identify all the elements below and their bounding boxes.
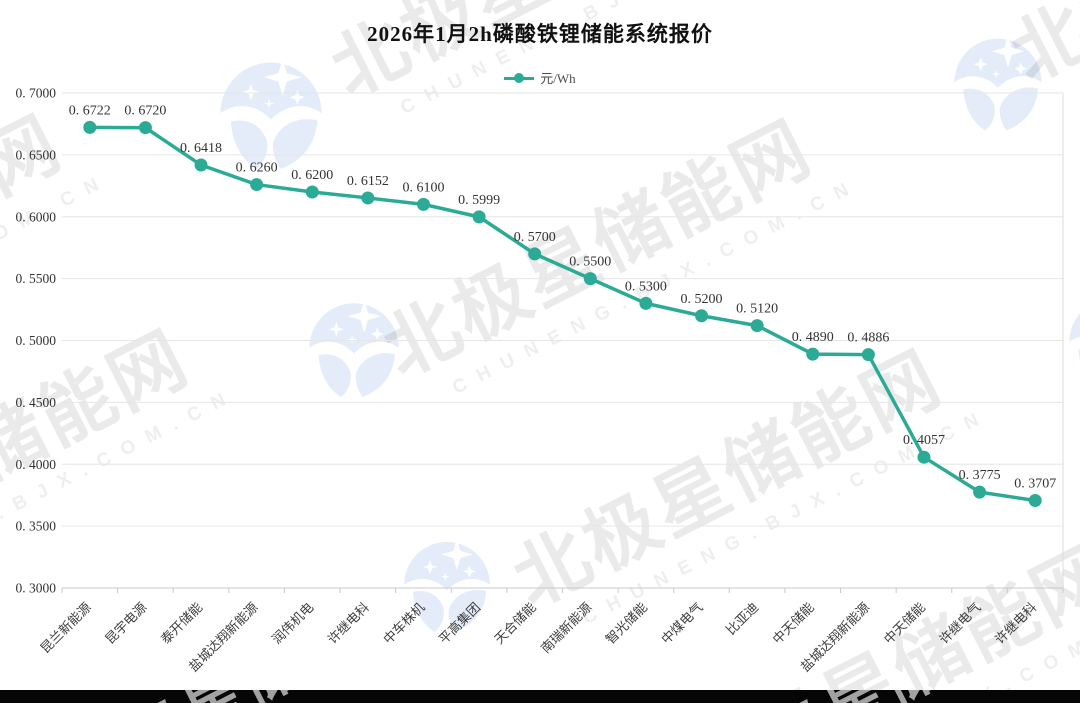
point-value-label: 0. 6720	[124, 104, 166, 119]
x-axis-category-label: 天合储能	[491, 600, 538, 647]
data-point-marker[interactable]	[528, 247, 542, 261]
y-axis-tick-label: 0. 3000	[16, 581, 57, 596]
x-axis-category-label: 昆宇电源	[102, 600, 149, 647]
data-point-marker[interactable]	[416, 197, 430, 211]
x-axis-category-label: 智光储能	[603, 600, 650, 647]
x-axis-category-label: 南瑞新能源	[538, 600, 595, 657]
x-axis-category-label: 中天储能	[881, 600, 928, 647]
data-point-marker[interactable]	[806, 347, 820, 361]
brand-text-watermark-fragment: 北极星储能网	[705, 690, 1066, 703]
point-value-label: 0. 5700	[514, 230, 556, 245]
x-axis-category-label: 泰开储能	[158, 600, 205, 647]
data-point-marker[interactable]	[917, 450, 931, 464]
point-value-label: 0. 6260	[236, 161, 278, 176]
data-point-marker[interactable]	[194, 158, 208, 172]
data-point-marker[interactable]	[361, 191, 375, 205]
x-axis-category-label: 昆兰新能源	[37, 600, 94, 657]
series-line	[88, 125, 1037, 503]
x-axis-category-label: 平高集团	[436, 600, 483, 647]
data-point-marker[interactable]	[695, 309, 709, 323]
point-value-label: 0. 6100	[402, 180, 444, 195]
point-value-label: 0. 4886	[847, 331, 889, 346]
y-axis-tick-label: 0. 6000	[16, 209, 57, 224]
y-axis-tick-label: 0. 4500	[16, 395, 57, 410]
data-point-marker[interactable]	[750, 319, 764, 333]
point-value-label: 0. 4890	[792, 330, 834, 345]
point-value-label: 0. 3775	[959, 468, 1001, 483]
x-axis-category-label: 许继电科	[325, 600, 372, 647]
x-axis-category-label: 比亚迪	[723, 600, 761, 638]
x-axis-category-label: 中车株机	[380, 600, 427, 647]
point-value-label: 0. 5999	[458, 193, 500, 208]
data-point-marker[interactable]	[138, 121, 152, 135]
data-point-marker[interactable]	[861, 348, 875, 362]
legend-item[interactable]: 元/Wh	[0, 68, 1080, 87]
y-axis-tick-label: 0. 4000	[16, 457, 57, 472]
point-value-label: 0. 3707	[1014, 477, 1056, 492]
point-value-label: 0. 5120	[736, 302, 778, 317]
x-axis-category-label: 润伟机电	[269, 600, 316, 647]
legend-label: 元/Wh	[540, 71, 576, 86]
point-value-label: 0. 5300	[625, 279, 667, 294]
brand-text-watermark-fragment: 北极星储能网	[63, 690, 424, 703]
chart-title: 2026年1月2h磷酸铁锂储能系统报价	[367, 22, 713, 46]
y-axis-tick-label: 0. 7000	[16, 86, 57, 101]
data-point-marker[interactable]	[250, 178, 264, 192]
data-point-marker[interactable]	[305, 185, 319, 199]
y-axis-tick-label: 0. 5500	[16, 271, 57, 286]
data-point-marker[interactable]	[973, 485, 987, 499]
data-point-marker[interactable]	[472, 210, 486, 224]
y-axis-tick-label: 0. 6500	[16, 147, 57, 162]
x-axis-category-label: 中煤电气	[658, 600, 705, 647]
point-value-label: 0. 5500	[569, 255, 611, 270]
point-value-label: 0. 4057	[903, 433, 945, 448]
data-point-marker[interactable]	[83, 120, 97, 134]
point-value-label: 0. 6152	[347, 174, 389, 189]
data-point-marker[interactable]	[639, 296, 653, 310]
point-value-label: 0. 6200	[291, 168, 333, 183]
x-axis-category-label: 中天储能	[769, 600, 816, 647]
x-axis-category-label: 许继电科	[992, 600, 1039, 647]
point-value-label: 0. 5200	[681, 292, 723, 307]
legend-line-marker-icon	[504, 72, 535, 83]
y-axis-tick-label: 0. 3500	[16, 519, 57, 534]
data-point-marker[interactable]	[583, 272, 597, 286]
bottom-black-bar: 北极星储能网 北极星储能网	[0, 690, 1080, 703]
x-axis-category-label: 许继电气	[936, 600, 983, 647]
data-point-marker[interactable]	[1028, 494, 1042, 508]
point-value-label: 0. 6418	[180, 141, 222, 156]
y-axis-tick-label: 0. 5000	[16, 333, 57, 348]
point-value-label: 0. 6722	[69, 103, 111, 118]
